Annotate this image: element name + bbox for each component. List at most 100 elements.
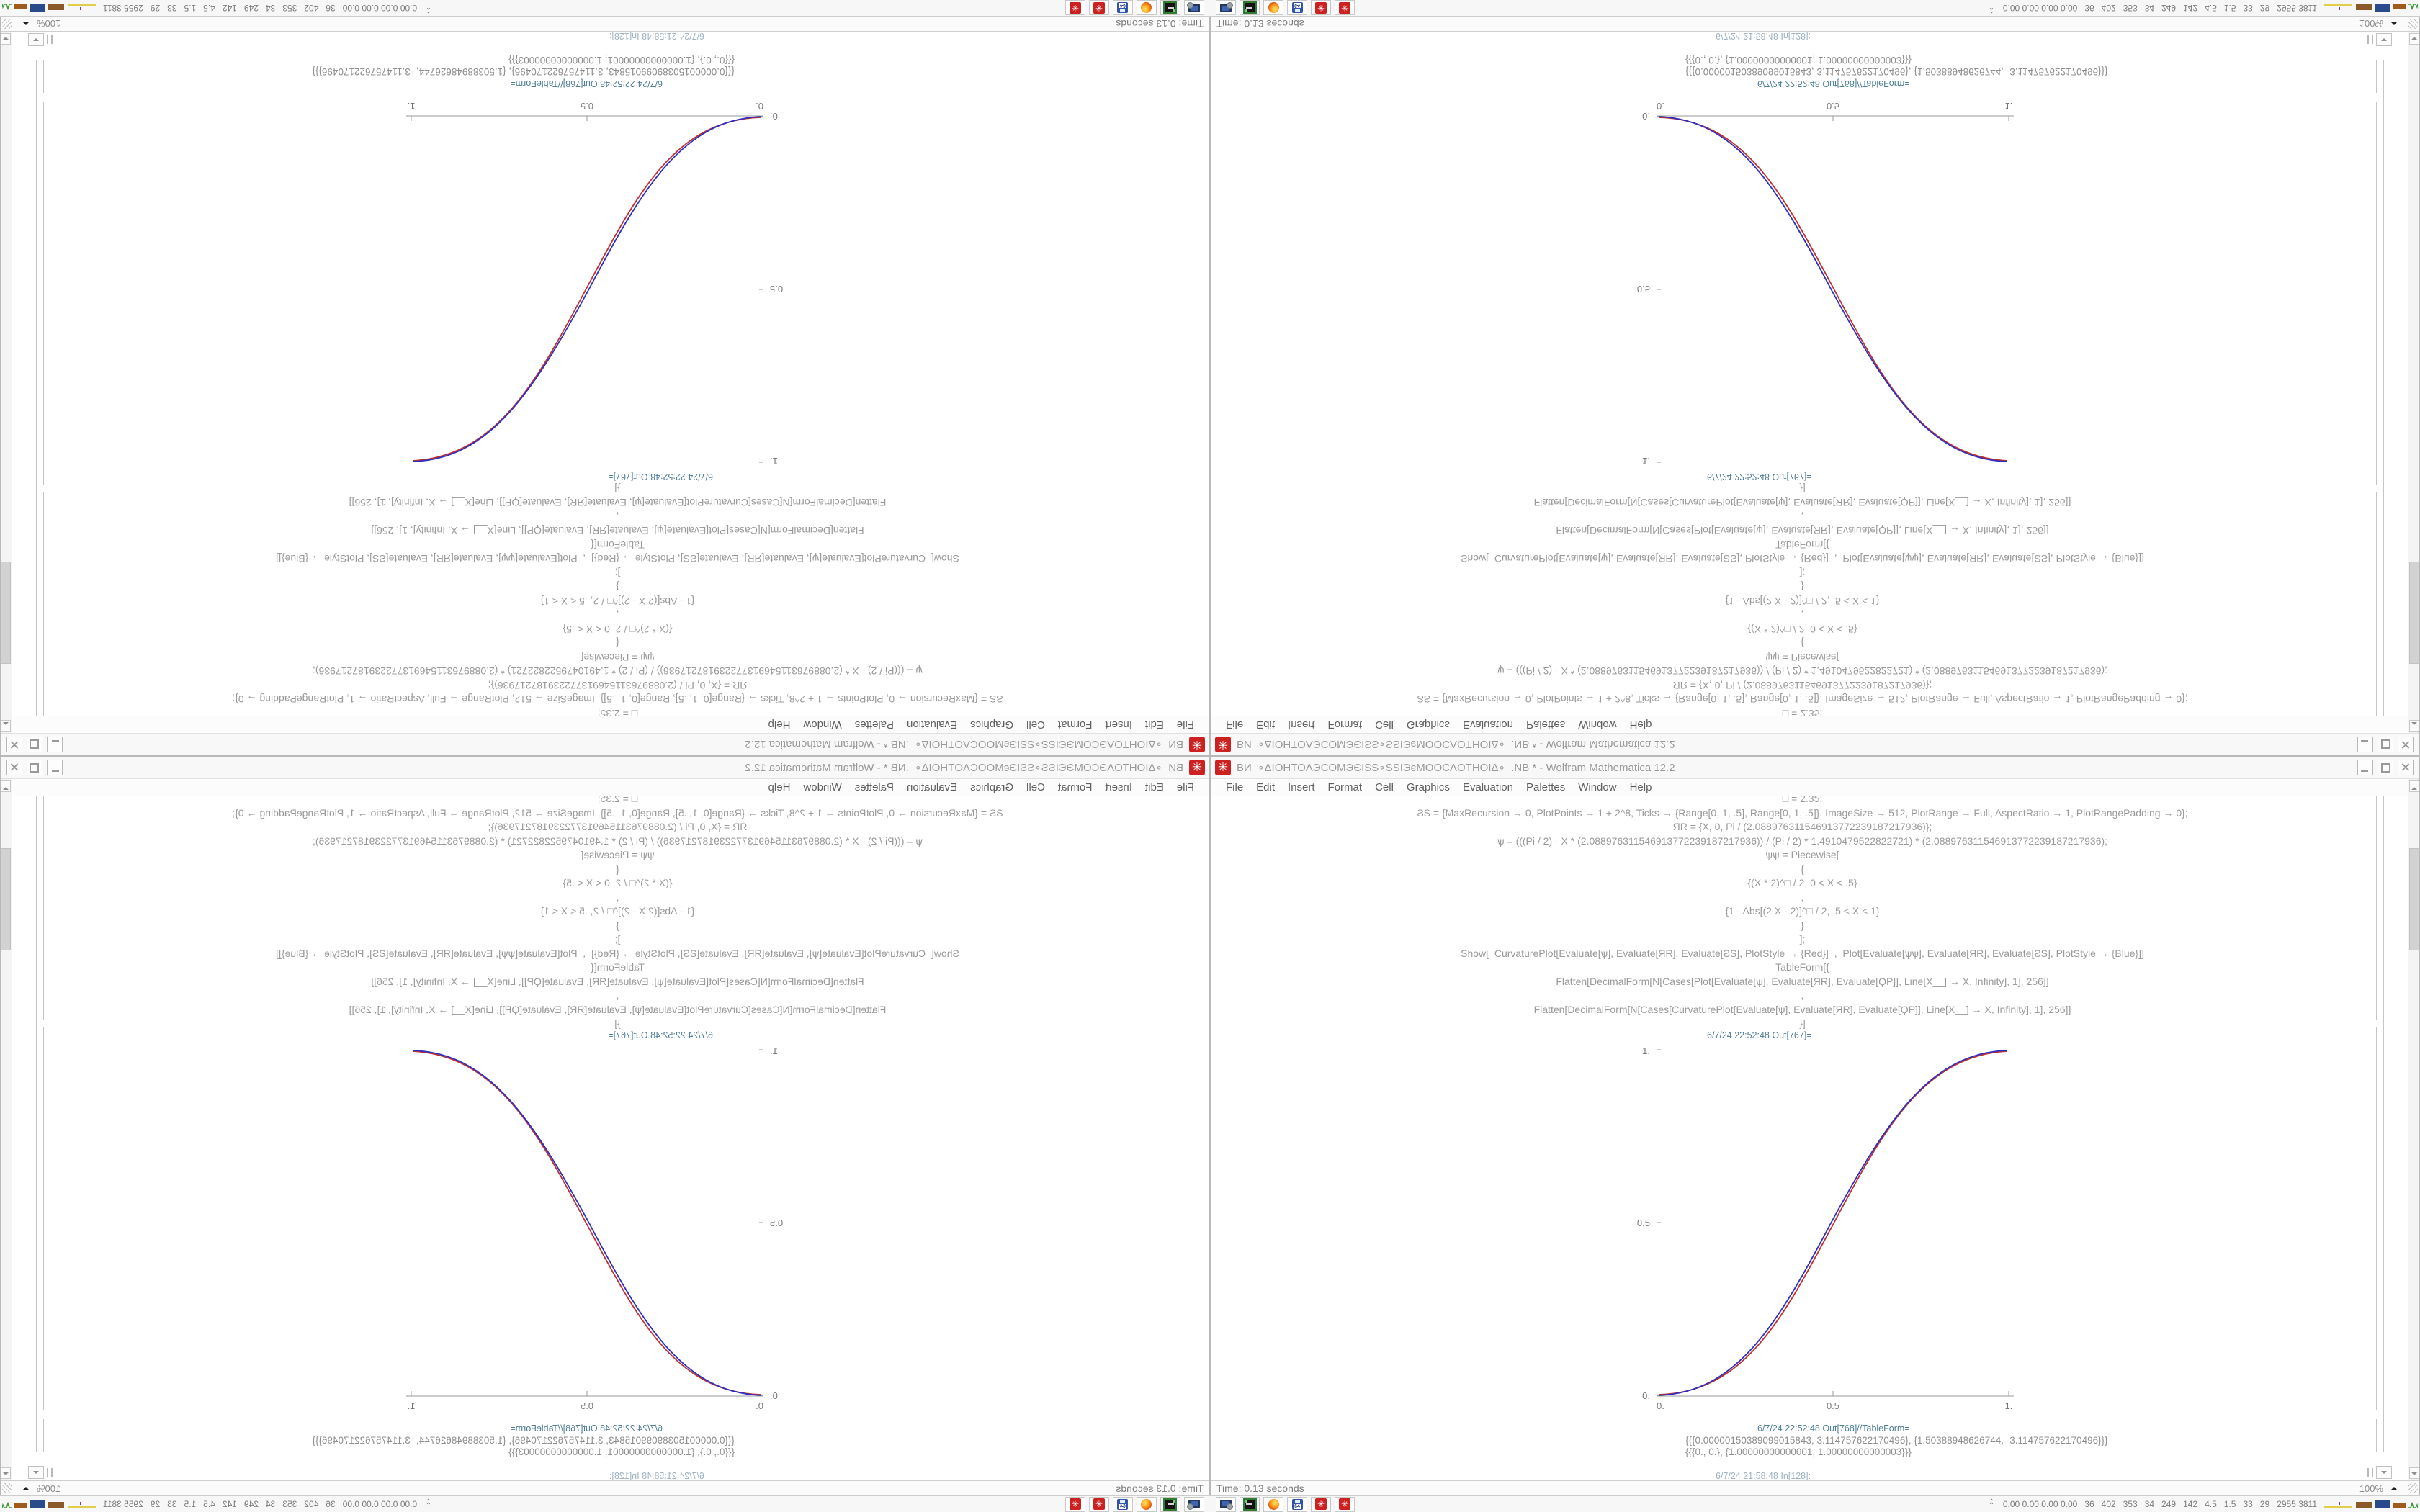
close-button[interactable] <box>2398 737 2414 752</box>
taskbar-item-mathematica-2[interactable]: ✳ <box>1335 1496 1355 1512</box>
menu-graphics[interactable]: Graphics <box>970 719 1014 731</box>
cell-bracket-outer[interactable] <box>36 60 37 716</box>
taskbar-item-disk-utility[interactable] <box>1160 0 1180 16</box>
taskbar-item-disk-utility[interactable] <box>1240 0 1260 16</box>
notebook-area[interactable]: □ = 2.35; ϨS = {MaxRecursion → 0, PlotPo… <box>12 32 1209 716</box>
taskbar-item-vm-monitor[interactable] <box>1184 0 1204 16</box>
taskbar-item-disk-imager[interactable]: 64 <box>1287 0 1307 16</box>
updates-chevrons-icon[interactable]: ⌃ ⌃ <box>425 1498 432 1510</box>
magnification-dropdown[interactable] <box>28 1466 44 1479</box>
menu-file[interactable]: File <box>1226 719 1244 731</box>
menu-format[interactable]: Format <box>1327 719 1363 731</box>
window-titlebar[interactable]: ✳ ВИ_∘ΔIOHTOΛЭCOMЭЄIЅЅ∘ЅЅIЭєMOOCΛOTHOIΔ∘… <box>1211 757 2419 779</box>
taskbar-item-mathematica-1[interactable]: ✳ <box>1311 0 1331 16</box>
menu-cell[interactable]: Cell <box>1375 719 1394 731</box>
menu-graphics[interactable]: Graphics <box>1406 719 1450 731</box>
taskbar-item-mathematica-1[interactable]: ✳ <box>1089 0 1109 16</box>
menu-edit[interactable]: Edit <box>1256 719 1276 731</box>
window-titlebar[interactable]: ✳ ВИ_∘ΔIOHTOΛЭCOMЭЄIЅЅ∘ЅЅIЭєMOOCΛOTHOIΔ∘… <box>1 757 1209 779</box>
notification-triangle-icon[interactable] <box>2390 22 2398 29</box>
cell-bracket-plot-output[interactable] <box>2376 102 2377 485</box>
menu-help[interactable]: Help <box>1629 719 1652 731</box>
menu-format[interactable]: Format <box>1327 781 1363 793</box>
minimize-button[interactable] <box>2357 760 2373 775</box>
menu-evaluation[interactable]: Evaluation <box>907 781 958 793</box>
menu-window[interactable]: Window <box>803 719 842 731</box>
menu-evaluation[interactable]: Evaluation <box>907 719 958 731</box>
scrollbar-thumb[interactable] <box>2409 848 2419 950</box>
menu-edit[interactable]: Edit <box>1144 781 1164 793</box>
zoom-level[interactable]: 100% <box>2359 18 2383 30</box>
cell-bracket-input[interactable] <box>43 796 44 1020</box>
scroll-up-icon[interactable] <box>2409 780 2419 792</box>
scroll-up-icon[interactable] <box>1 720 11 732</box>
taskbar-item-firefox[interactable] <box>1137 0 1157 16</box>
menu-edit[interactable]: Edit <box>1256 781 1276 793</box>
menu-graphics[interactable]: Graphics <box>970 781 1014 793</box>
menu-window[interactable]: Window <box>803 781 842 793</box>
magnification-dropdown[interactable] <box>28 33 44 46</box>
taskbar-item-mathematica-2[interactable]: ✳ <box>1335 0 1355 16</box>
cell-bracket-table-output[interactable] <box>43 60 44 93</box>
minimize-button[interactable] <box>47 760 63 775</box>
menu-file[interactable]: File <box>1176 781 1194 793</box>
menu-graphics[interactable]: Graphics <box>1406 781 1450 793</box>
menu-palettes[interactable]: Palettes <box>1526 781 1566 793</box>
minimize-button[interactable] <box>2357 737 2373 752</box>
maximize-button[interactable] <box>2378 760 2393 775</box>
scrollbar-thumb[interactable] <box>1 562 11 664</box>
notification-triangle-icon[interactable] <box>22 1483 30 1490</box>
notebook-area[interactable]: □ = 2.35; ϨS = {MaxRecursion → 0, PlotPo… <box>12 796 1209 1480</box>
zoom-level[interactable]: 100% <box>37 1482 61 1494</box>
taskbar-item-mathematica-1[interactable]: ✳ <box>1089 1496 1109 1512</box>
resize-grip[interactable] <box>2 19 12 29</box>
menu-evaluation[interactable]: Evaluation <box>1462 719 1513 731</box>
close-button[interactable] <box>2398 760 2414 775</box>
taskbar-item-firefox[interactable] <box>1263 0 1283 16</box>
magnification-dropdown[interactable] <box>2376 33 2392 46</box>
taskbar-item-disk-imager[interactable]: 64 <box>1113 1496 1133 1512</box>
resize-grip[interactable] <box>2408 19 2418 29</box>
menu-palettes[interactable]: Palettes <box>854 781 894 793</box>
taskbar-item-mathematica-1[interactable]: ✳ <box>1311 1496 1331 1512</box>
menu-evaluation[interactable]: Evaluation <box>1462 781 1513 793</box>
cell-bracket-outer[interactable] <box>2383 60 2384 716</box>
menu-window[interactable]: Window <box>1578 719 1617 731</box>
maximize-button[interactable] <box>27 737 42 752</box>
taskbar-item-vm-monitor[interactable] <box>1184 1496 1204 1512</box>
vertical-scrollbar[interactable] <box>2408 32 2419 733</box>
resize-grip[interactable] <box>2 1483 12 1493</box>
menu-palettes[interactable]: Palettes <box>854 719 894 731</box>
cell-bracket-outer[interactable] <box>2383 796 2384 1452</box>
window-titlebar[interactable]: ✳ ВИ_∘ΔIOHTOΛЭCOMЭЄIЅЅ∘ЅЅIЭєMOOCΛOTHOIΔ∘… <box>1211 733 2419 755</box>
menu-palettes[interactable]: Palettes <box>1526 719 1566 731</box>
cell-bracket-plot-output[interactable] <box>43 1027 44 1410</box>
taskbar-item-mathematica-2[interactable]: ✳ <box>1065 1496 1085 1512</box>
vertical-scrollbar[interactable] <box>2408 779 2419 1480</box>
notification-triangle-icon[interactable] <box>2390 1483 2398 1490</box>
scrollbar-thumb[interactable] <box>2409 562 2419 664</box>
taskbar-item-disk-imager[interactable]: 64 <box>1287 1496 1307 1512</box>
menu-edit[interactable]: Edit <box>1144 719 1164 731</box>
menu-insert[interactable]: Insert <box>1288 719 1315 731</box>
cell-bracket-input[interactable] <box>2376 796 2377 1020</box>
menu-help[interactable]: Help <box>1629 781 1652 793</box>
cell-bracket-table-output[interactable] <box>43 1419 44 1452</box>
maximize-button[interactable] <box>27 760 42 775</box>
scroll-down-icon[interactable] <box>2409 33 2419 45</box>
scroll-up-icon[interactable] <box>2409 720 2419 732</box>
menu-window[interactable]: Window <box>1578 781 1617 793</box>
updates-chevrons-icon[interactable]: ⌃ ⌃ <box>425 2 432 14</box>
scrollbar-thumb[interactable] <box>1 848 11 950</box>
menu-cell[interactable]: Cell <box>1026 719 1045 731</box>
vertical-scrollbar[interactable] <box>1 32 12 733</box>
notebook-area[interactable]: □ = 2.35; ϨS = {MaxRecursion → 0, PlotPo… <box>1211 32 2408 716</box>
cell-bracket-table-output[interactable] <box>2376 1419 2377 1452</box>
taskbar-item-firefox[interactable] <box>1263 1496 1283 1512</box>
scroll-down-icon[interactable] <box>1 33 11 45</box>
menu-format[interactable]: Format <box>1057 781 1093 793</box>
zoom-level[interactable]: 100% <box>2359 1482 2383 1494</box>
updates-chevrons-icon[interactable]: ⌃ ⌃ <box>1988 2 1995 14</box>
menu-help[interactable]: Help <box>768 781 791 793</box>
taskbar-item-disk-utility[interactable] <box>1160 1496 1180 1512</box>
